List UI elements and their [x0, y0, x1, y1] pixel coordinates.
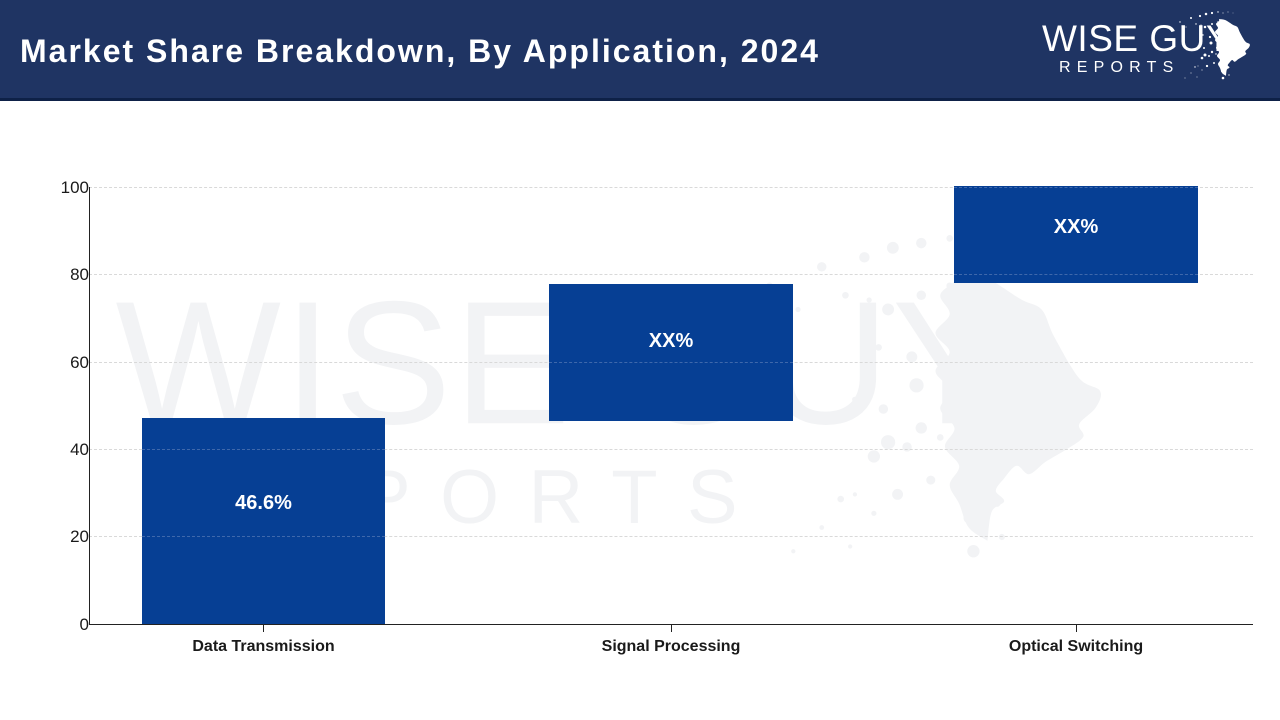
svg-text:WISE GUY: WISE GUY [1042, 18, 1231, 59]
svg-text:REPORTS: REPORTS [1059, 59, 1179, 76]
